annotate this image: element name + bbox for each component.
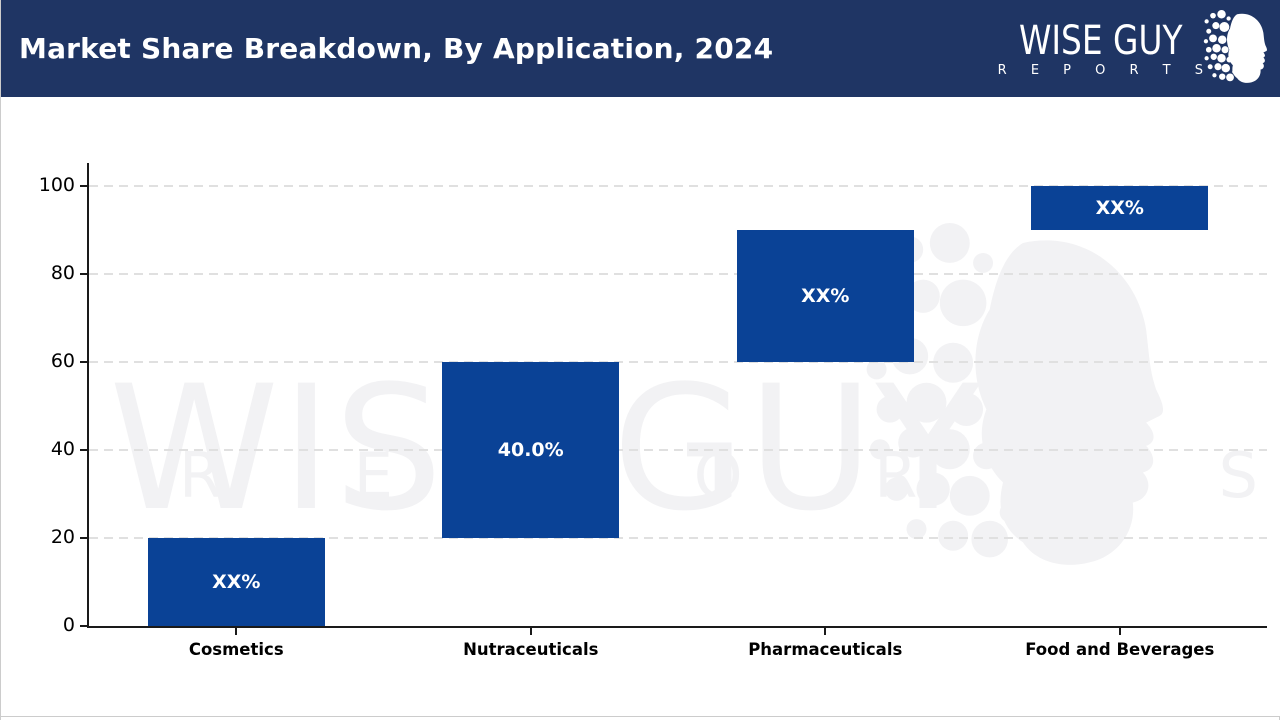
logo-wordmark: WISE GUY — [1018, 17, 1183, 64]
gridline — [89, 361, 1267, 363]
bar-value-label: 40.0% — [497, 439, 564, 461]
gridline — [89, 449, 1267, 451]
x-axis-tick — [824, 626, 827, 635]
logo-subtitle: R E P O R T S — [997, 62, 1213, 78]
bar-chart: WISE GUY R E P O R T S 0 20 40 60 80 100 XX% Co… — [1, 97, 1280, 717]
y-axis-tick — [80, 273, 89, 275]
y-axis-tick — [80, 625, 89, 627]
gridline — [89, 537, 1267, 539]
x-category-label: Nutraceuticals — [463, 640, 599, 659]
y-axis-tick — [80, 361, 89, 363]
bar-food-and-beverages: XX% — [1031, 186, 1209, 230]
bar-value-label: XX% — [1095, 197, 1144, 219]
page-bottom-rule — [1, 716, 1280, 717]
y-axis-tick — [80, 185, 89, 187]
bar-value-label: XX% — [212, 571, 261, 593]
bar-pharmaceuticals: XX% — [736, 230, 914, 362]
y-tick-label: 0 — [62, 614, 75, 636]
logo-face-icon — [1203, 9, 1267, 83]
x-category-label: Food and Beverages — [1025, 640, 1215, 659]
bar-cosmetics: XX% — [147, 538, 325, 626]
bar-nutraceuticals: 40.0% — [442, 362, 620, 538]
y-axis-tick — [80, 537, 89, 539]
x-axis-tick — [235, 626, 238, 635]
x-category-label: Pharmaceuticals — [748, 640, 903, 659]
wise-guy-reports-logo: WISE GUY R E P O R T S — [988, 9, 1267, 88]
x-axis-tick — [529, 626, 532, 635]
y-axis-tick — [80, 449, 89, 451]
y-tick-label: 100 — [38, 174, 75, 196]
header: Market Share Breakdown, By Application, … — [1, 0, 1280, 97]
gridline — [89, 273, 1267, 275]
y-tick-label: 60 — [50, 350, 75, 372]
x-axis-tick — [1118, 626, 1121, 635]
y-tick-label: 40 — [50, 438, 75, 460]
y-axis-spine — [87, 163, 89, 628]
gridline — [89, 185, 1267, 187]
x-axis-spine — [87, 626, 1267, 628]
page-title: Market Share Breakdown, By Application, … — [19, 32, 774, 65]
x-category-label: Cosmetics — [188, 640, 284, 659]
bar-value-label: XX% — [801, 285, 850, 307]
y-tick-label: 80 — [50, 262, 75, 284]
y-tick-label: 20 — [50, 526, 75, 548]
logo-text: WISE GUY R E P O R T S — [988, 21, 1213, 77]
